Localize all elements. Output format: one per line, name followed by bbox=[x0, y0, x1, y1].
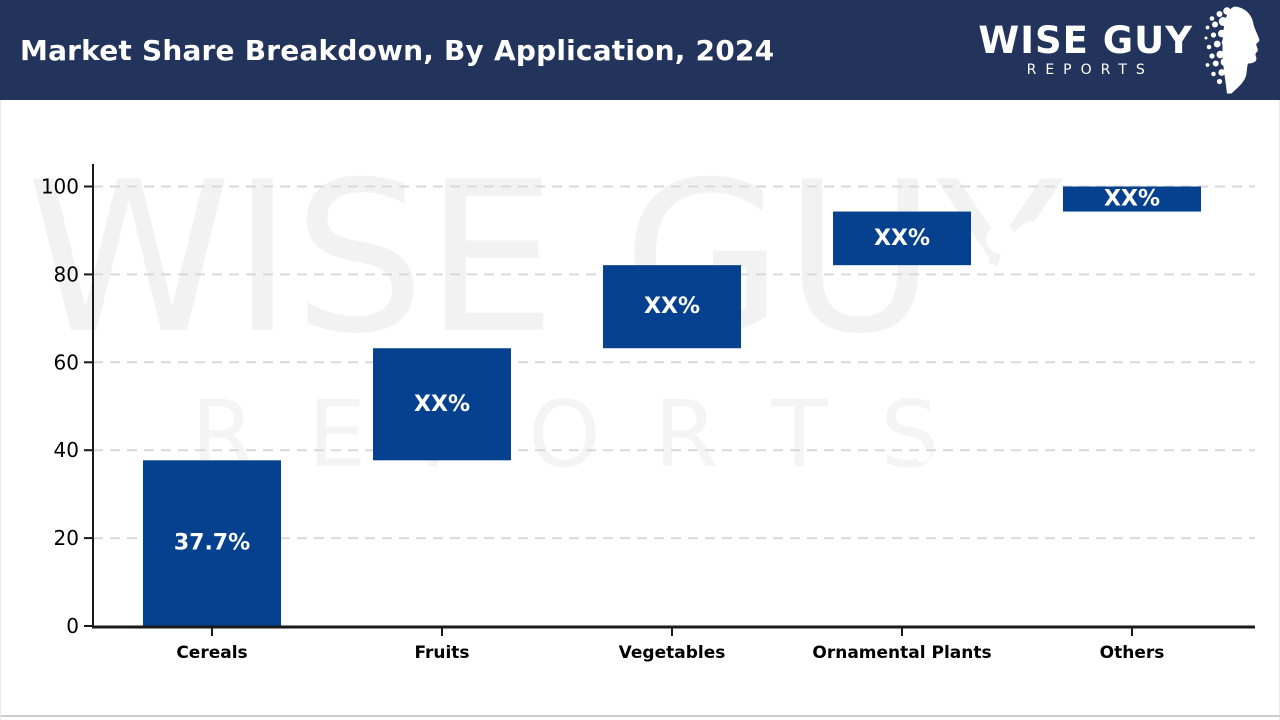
bar-others bbox=[1063, 186, 1201, 212]
bar-vegetables bbox=[603, 265, 741, 349]
bottom-divider bbox=[1, 715, 1280, 717]
bar-value-label: XX% bbox=[1104, 187, 1160, 212]
y-axis-tick-label: 100 bbox=[41, 175, 79, 199]
page-title: Market Share Breakdown, By Application, … bbox=[20, 33, 775, 67]
bar-value-label: 37.7% bbox=[174, 531, 250, 556]
wise-guy-logo: WISE GUY REPORTS bbox=[978, 0, 1272, 100]
x-axis-category-label: Cereals bbox=[176, 643, 247, 663]
bar-cereals bbox=[143, 460, 281, 626]
wise-guy-logo-head-icon bbox=[1204, 6, 1260, 94]
logo-wordmark: WISE GUY bbox=[978, 19, 1193, 62]
bar-value-label: XX% bbox=[414, 392, 470, 417]
y-axis-tick-label: 40 bbox=[54, 438, 79, 462]
y-axis-tick-label: 20 bbox=[54, 526, 79, 550]
bar-fruits bbox=[373, 348, 511, 461]
bar-value-label: XX% bbox=[644, 294, 700, 319]
x-axis-category-label: Ornamental Plants bbox=[812, 643, 991, 663]
y-axis-tick-label: 60 bbox=[54, 350, 79, 374]
waterfall-chart: 0 20 40 60 80 100 37.7% Cereals XX% Fruits XX% Vege… bbox=[41, 164, 1255, 663]
x-axis-category-label: Others bbox=[1100, 643, 1165, 663]
y-axis-tick-label: 80 bbox=[54, 262, 79, 286]
logo-subtext: REPORTS bbox=[1026, 62, 1154, 78]
y-axis-tick-label: 0 bbox=[66, 614, 79, 638]
bar-value-label: XX% bbox=[874, 226, 930, 251]
x-axis-category-label: Fruits bbox=[414, 643, 469, 663]
chart-area: WISE GUY R E P O R T S 0 20 40 60 80 100 37.7%… bbox=[0, 100, 1280, 720]
x-axis-category-label: Vegetables bbox=[619, 643, 726, 663]
logo-text: WISE GUY REPORTS bbox=[978, 22, 1193, 78]
header: Market Share Breakdown, By Application, … bbox=[0, 0, 1280, 100]
